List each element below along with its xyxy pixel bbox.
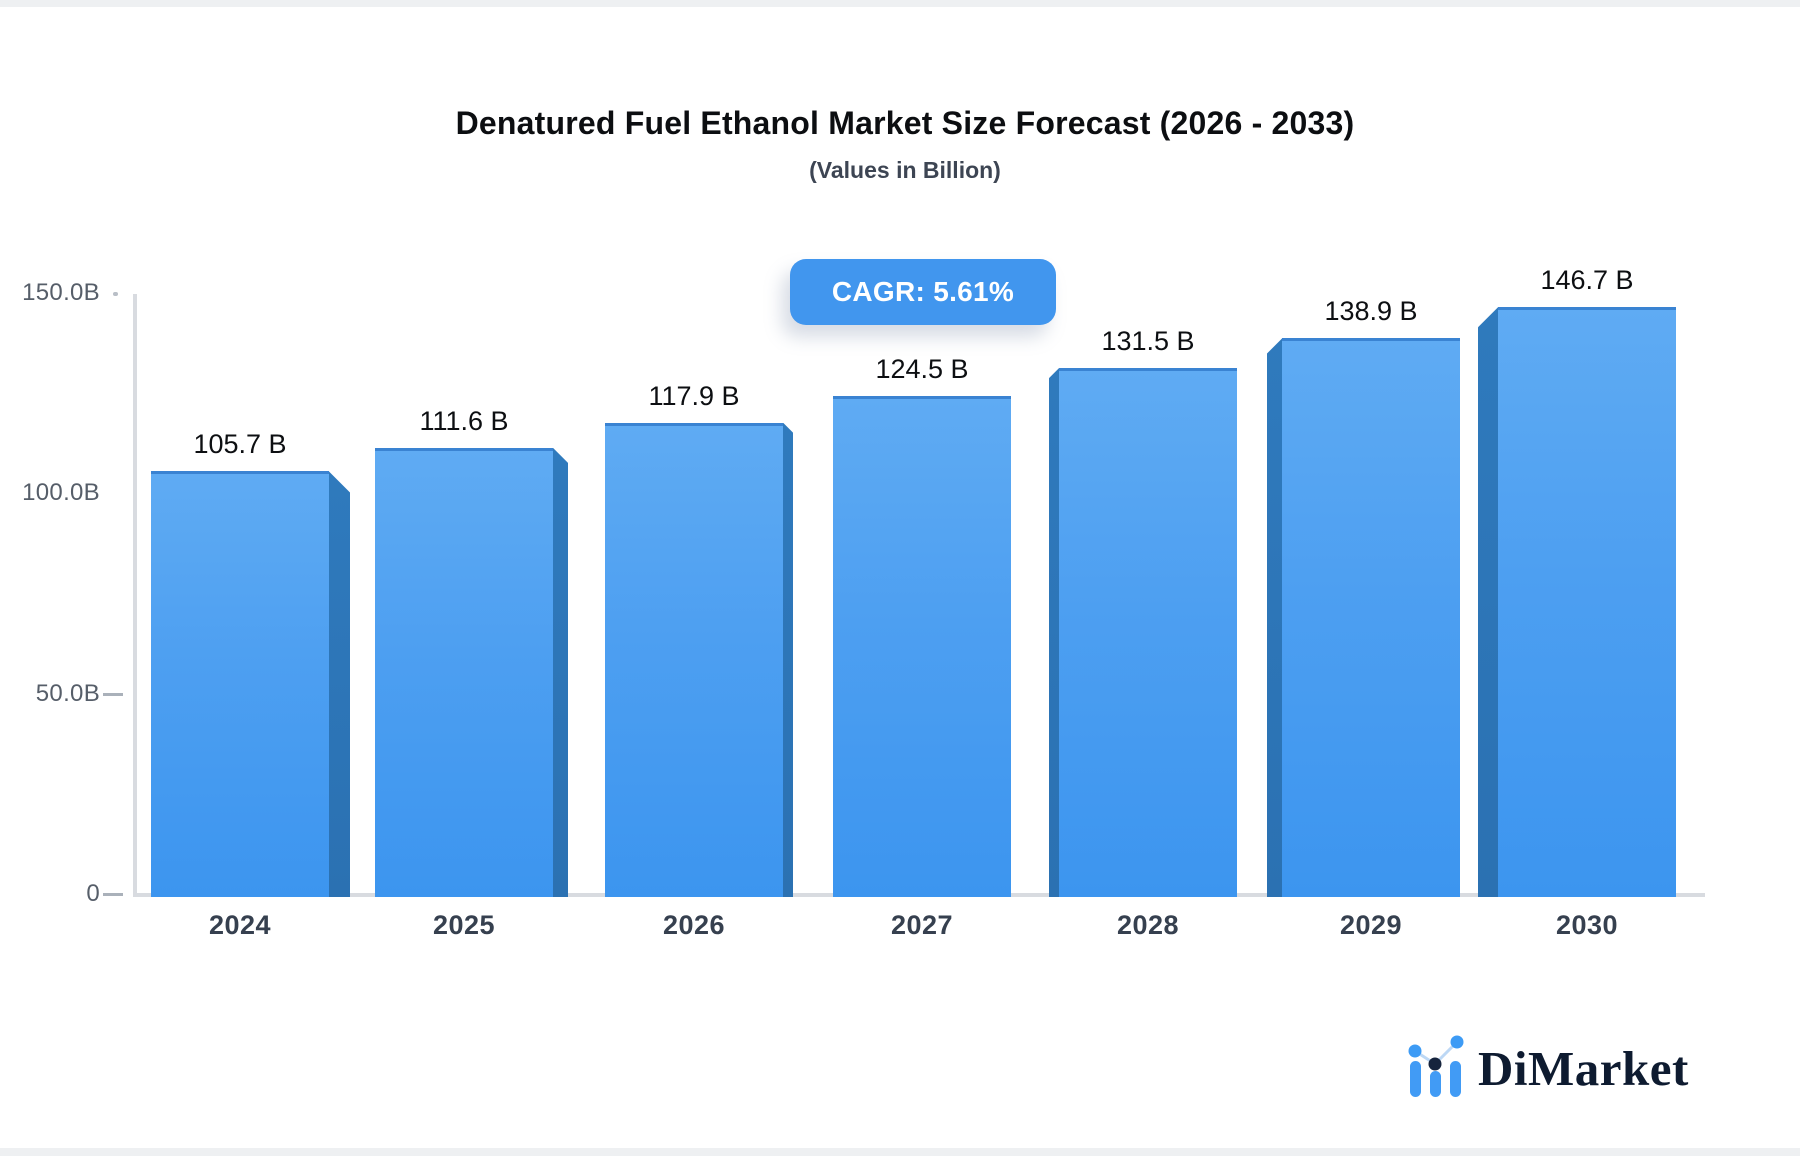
- bar-2029: [1282, 338, 1460, 897]
- bar-2027: [833, 396, 1011, 897]
- bar-value-label-2029: 138.9 B: [1324, 296, 1418, 327]
- y-axis-tick-mark: [103, 893, 123, 896]
- bar-value-label-2027: 124.5 B: [875, 354, 969, 385]
- chart-title: Denatured Fuel Ethanol Market Size Forec…: [455, 105, 1355, 141]
- brand-name: DiMarket: [1478, 1040, 1689, 1096]
- bar-value-label-2030: 146.7 B: [1540, 265, 1634, 296]
- y-axis-tick-label: 100.0B: [22, 479, 100, 507]
- bar-3d-side-2029: [1267, 338, 1282, 897]
- bar-value-label-2024: 105.7 B: [193, 429, 287, 460]
- mini-bar-line-chart-icon: [1408, 1033, 1464, 1104]
- cagr-badge-label: CAGR: 5.61%: [831, 276, 1015, 307]
- x-axis-label-2030: 2030: [1555, 910, 1619, 940]
- x-axis-label-2025: 2025: [432, 910, 496, 940]
- y-axis-tick-mark: [103, 692, 123, 696]
- bar-2025: [375, 447, 553, 897]
- chart-subtitle: (Values in Billion): [809, 157, 1001, 183]
- bar-value-label-2028: 131.5 B: [1101, 326, 1195, 357]
- cagr-badge: CAGR: 5.61%: [790, 259, 1056, 325]
- y-axis-tick-label: 0: [86, 880, 100, 907]
- bar-3d-side-2024: [329, 471, 350, 897]
- bar-2024: [151, 471, 329, 897]
- y-axis-line: [133, 294, 137, 896]
- bar-2026: [605, 422, 783, 897]
- y-axis-tick-label: 50.0B: [35, 679, 100, 707]
- x-axis-label-2028: 2028: [1116, 910, 1180, 940]
- bar-value-label-2026: 117.9 B: [648, 380, 740, 411]
- x-axis-label-2026: 2026: [662, 910, 726, 940]
- bar-3d-side-2025: [553, 447, 568, 897]
- x-axis-label-2027: 2027: [890, 910, 954, 940]
- x-axis-label-2029: 2029: [1339, 910, 1403, 940]
- dimarket-logo: DiMarket: [1408, 1033, 1689, 1103]
- y-axis-tick-mark: [113, 292, 118, 296]
- y-axis-tick-label: 150.0B: [22, 279, 100, 306]
- x-axis-label-2024: 2024: [208, 910, 272, 940]
- bar-3d-side-2028: [1049, 368, 1059, 897]
- bar-value-label-2025: 111.6 B: [419, 405, 509, 436]
- bar-2030: [1498, 307, 1676, 897]
- bar-3d-side-2030: [1478, 307, 1498, 897]
- bar-3d-side-2026: [783, 422, 793, 897]
- bar-2028: [1059, 368, 1237, 897]
